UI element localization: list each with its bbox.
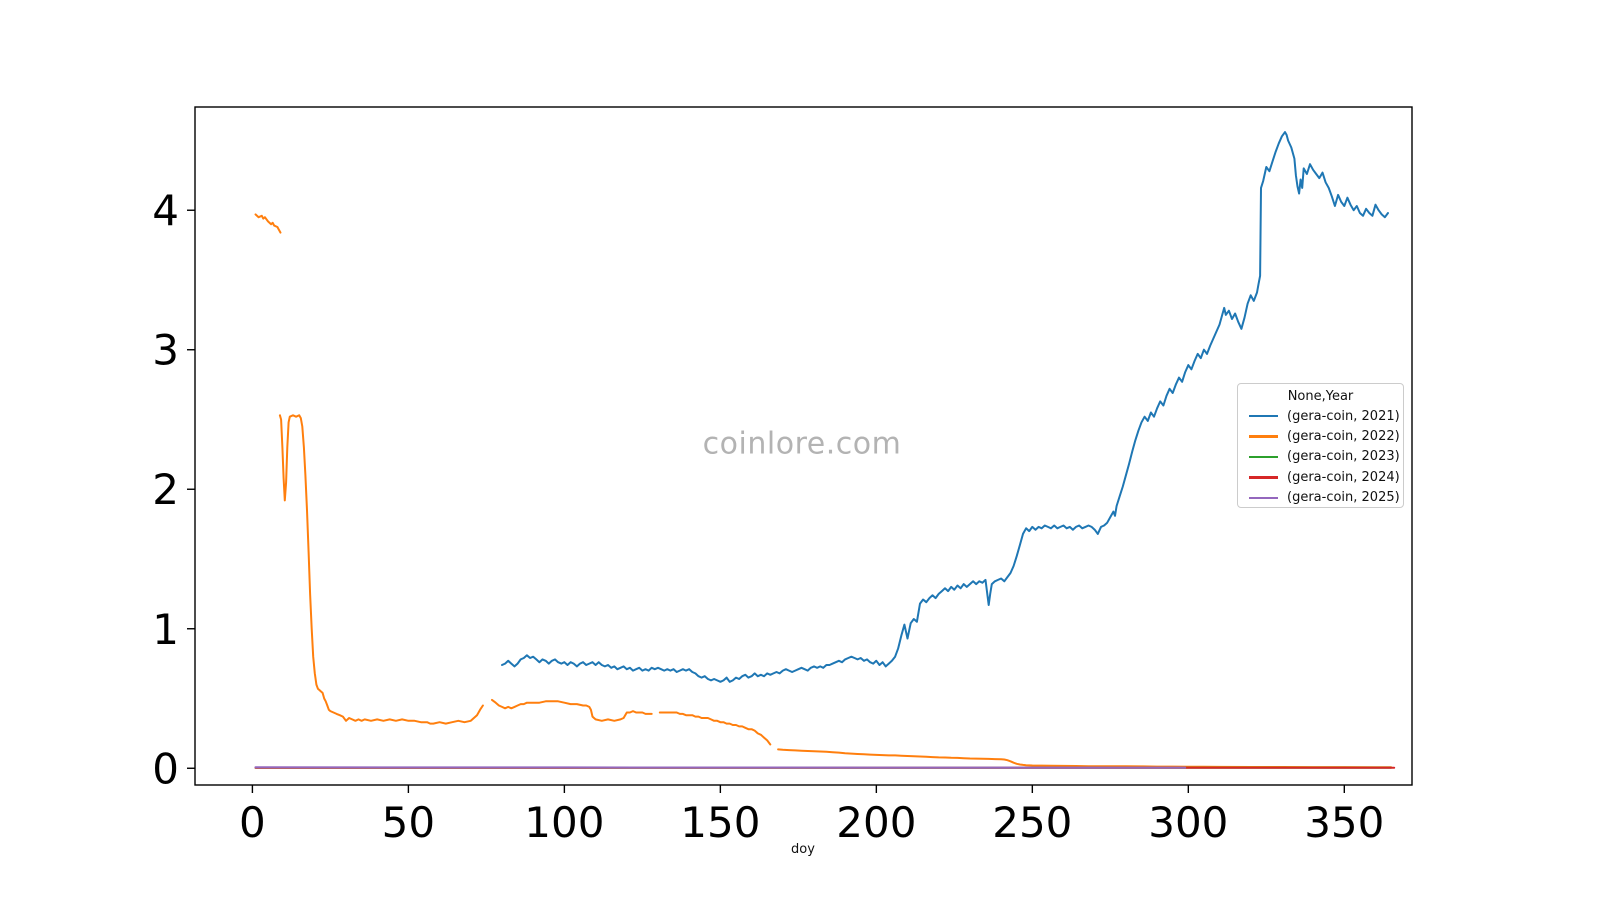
- legend: None,Year (gera-coin, 2021) (gera-coin, 2…: [1237, 383, 1404, 508]
- x-tick-label-300: 300: [1148, 798, 1228, 847]
- series-line-2022-seg1: [278, 414, 484, 725]
- y-tick-label-4: 4: [152, 186, 179, 235]
- watermark: coinlore.com: [702, 426, 902, 462]
- series-line-2022-seg3: [658, 711, 772, 746]
- series-line-2021-seg0: [501, 131, 1389, 683]
- x-tick-label-250: 250: [992, 798, 1072, 847]
- legend-line-swatch-icon: [1249, 415, 1278, 418]
- legend-line-swatch-icon: [1249, 496, 1278, 499]
- series-line-2022-seg2: [491, 698, 653, 722]
- legend-entry: (gera-coin, 2021): [1244, 406, 1400, 426]
- x-tick-label-350: 350: [1304, 798, 1384, 847]
- legend-line-swatch-icon: [1249, 476, 1278, 479]
- legend-line-swatch-icon: [1249, 455, 1278, 459]
- legend-entry: (gera-coin, 2023): [1244, 447, 1400, 467]
- legend-entry-label: (gera-coin, 2021): [1287, 408, 1400, 424]
- y-tick-label-3: 3: [152, 326, 179, 375]
- plot-frame: [194, 106, 1413, 786]
- legend-title: None,Year: [1287, 389, 1354, 404]
- legend-entry: (gera-coin, 2024): [1244, 467, 1400, 487]
- y-tick-label-0: 0: [152, 744, 179, 793]
- x-axis-label: doy: [791, 842, 815, 857]
- legend-entry-label: (gera-coin, 2023): [1287, 449, 1400, 465]
- legend-line-swatch-icon: [1249, 435, 1278, 438]
- legend-entry-label: (gera-coin, 2025): [1287, 490, 1400, 506]
- legend-entry-label: (gera-coin, 2024): [1287, 469, 1400, 485]
- legend-entry: (gera-coin, 2022): [1244, 426, 1400, 446]
- legend-entry-label: (gera-coin, 2022): [1287, 429, 1400, 445]
- y-tick-label-1: 1: [152, 605, 179, 654]
- x-tick-label-50: 50: [382, 798, 435, 847]
- series-line-2022-seg4: [777, 748, 1393, 769]
- series-line-2022-seg0: [254, 213, 282, 234]
- y-tick-label-2: 2: [152, 465, 179, 514]
- x-tick-label-100: 100: [524, 798, 604, 847]
- legend-entries: (gera-coin, 2021) (gera-coin, 2022) (gera-…: [1244, 406, 1400, 508]
- x-tick-label-150: 150: [680, 798, 760, 847]
- legend-entry: (gera-coin, 2025): [1244, 488, 1400, 508]
- x-tick-label-0: 0: [239, 798, 266, 847]
- x-tick-label-200: 200: [836, 798, 916, 847]
